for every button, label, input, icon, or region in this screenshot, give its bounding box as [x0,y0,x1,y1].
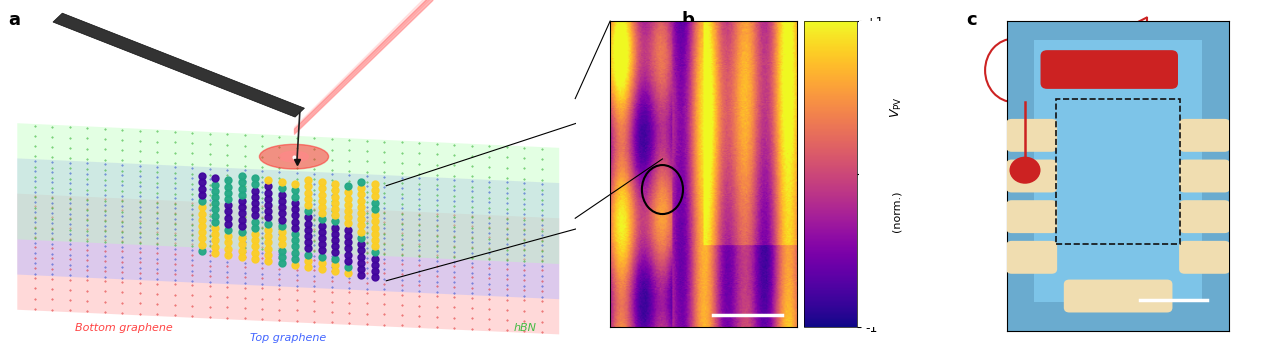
Circle shape [984,39,1041,102]
Text: (norm.): (norm.) [891,190,901,232]
Bar [1034,40,1202,302]
Text: $V_\mathrm{PV}$: $V_\mathrm{PV}$ [1006,62,1021,75]
Ellipse shape [280,151,308,162]
FancyBboxPatch shape [1006,119,1057,152]
Text: a: a [9,11,20,29]
FancyBboxPatch shape [1006,200,1057,233]
Text: Bottom graphene: Bottom graphene [75,323,172,333]
Polygon shape [53,13,304,117]
FancyBboxPatch shape [1180,159,1230,193]
Ellipse shape [260,144,328,169]
FancyBboxPatch shape [1180,200,1230,233]
Text: b: b [682,11,694,29]
Polygon shape [18,194,559,334]
FancyBboxPatch shape [1040,50,1178,89]
FancyBboxPatch shape [1006,241,1057,274]
Text: c: c [965,11,977,29]
Text: Top graphene: Top graphene [250,333,327,343]
FancyBboxPatch shape [1064,279,1172,313]
Text: $V_\mathrm{PV}$: $V_\mathrm{PV}$ [888,96,903,118]
Text: hBN: hBN [513,323,536,333]
FancyBboxPatch shape [1180,119,1230,152]
Polygon shape [18,123,559,264]
Circle shape [1010,157,1040,184]
Polygon shape [18,158,559,299]
Bar [1057,99,1180,244]
FancyBboxPatch shape [1180,241,1230,274]
FancyBboxPatch shape [1006,159,1057,193]
